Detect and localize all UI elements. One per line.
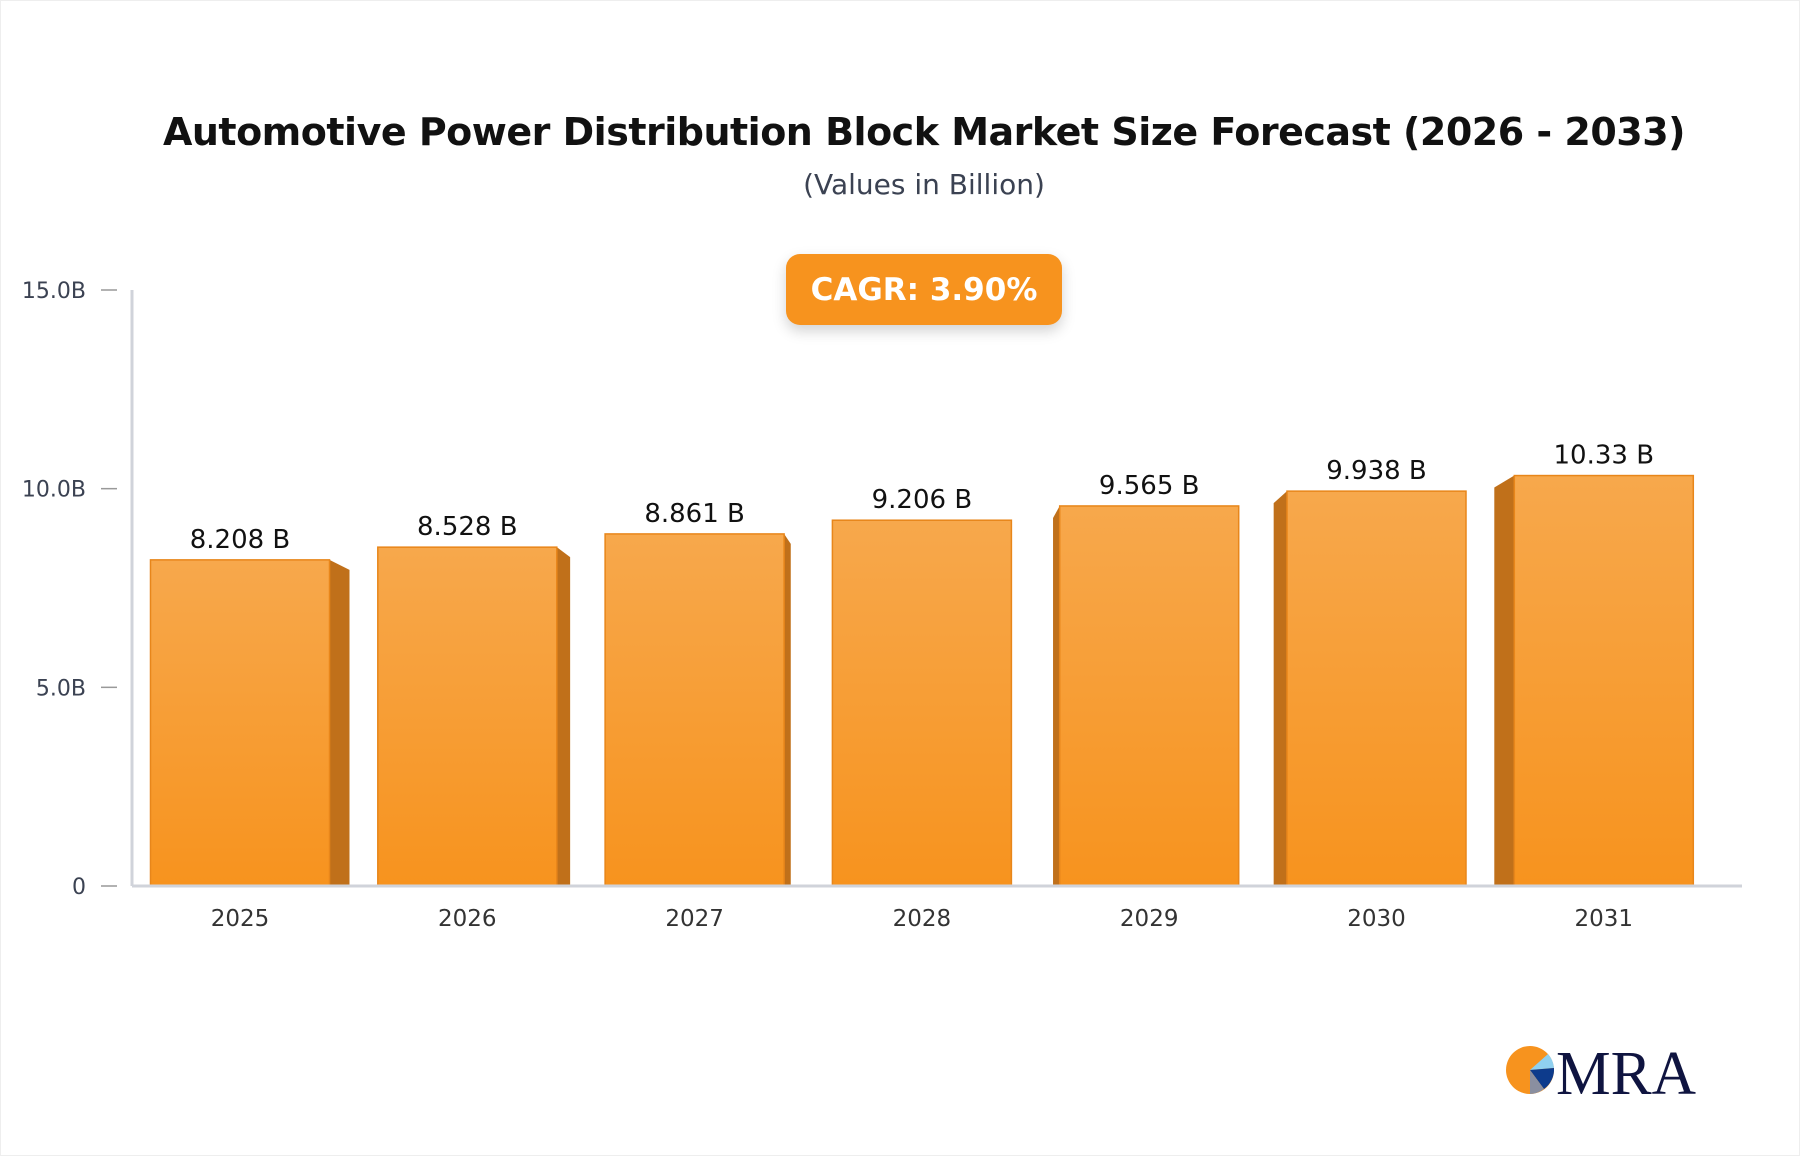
chart-title: Automotive Power Distribution Block Mark…	[162, 110, 1686, 154]
bar-side	[329, 559, 350, 886]
data-label: 8.208 B	[190, 525, 291, 555]
y-tick-label: 5.0B	[36, 676, 86, 701]
y-tick-label: 0	[72, 875, 86, 900]
bar-group: 9.565 B	[1053, 471, 1240, 887]
bar-side	[1273, 491, 1287, 886]
x-tick-label: 2025	[211, 906, 270, 932]
x-tick-label: 2026	[438, 906, 497, 932]
data-label: 9.565 B	[1099, 471, 1200, 501]
data-label: 10.33 B	[1554, 441, 1655, 471]
bar-group: 8.528 B	[377, 512, 571, 887]
x-tick-label: 2030	[1347, 906, 1406, 932]
bar-side	[1053, 505, 1060, 886]
svg-text:MRA: MRA	[1556, 1040, 1696, 1100]
bar-side	[1494, 475, 1515, 886]
x-tick-label: 2028	[893, 906, 952, 932]
data-label: 9.206 B	[872, 485, 973, 515]
data-label: 9.938 B	[1326, 456, 1427, 486]
bar	[149, 559, 331, 887]
bar	[1286, 490, 1467, 887]
bar-group: 9.938 B	[1273, 456, 1467, 887]
bar-group: 8.208 B	[149, 525, 350, 887]
bar-side	[784, 533, 791, 886]
bar	[377, 546, 558, 887]
y-tick-label: 10.0B	[22, 478, 86, 503]
bar-group: 10.33 B	[1494, 441, 1695, 887]
bar	[831, 519, 1013, 887]
mra-logo: MRA	[1506, 1040, 1696, 1100]
bar-group: 8.861 B	[604, 499, 791, 887]
bar-side	[556, 547, 571, 886]
bar	[1058, 505, 1240, 887]
cagr-badge: CAGR: 3.90%	[786, 254, 1062, 325]
bar-group: 9.206 B	[831, 485, 1013, 887]
bar	[1513, 474, 1695, 887]
data-label: 8.861 B	[644, 499, 745, 529]
x-tick-label: 2031	[1575, 906, 1634, 932]
x-tick-label: 2029	[1120, 906, 1179, 932]
y-tick-label: 15.0B	[22, 279, 86, 304]
bar	[604, 533, 785, 887]
data-label: 8.528 B	[417, 512, 518, 542]
chart-subtitle: (Values in Billion)	[803, 168, 1045, 201]
x-tick-label: 2027	[665, 906, 724, 932]
